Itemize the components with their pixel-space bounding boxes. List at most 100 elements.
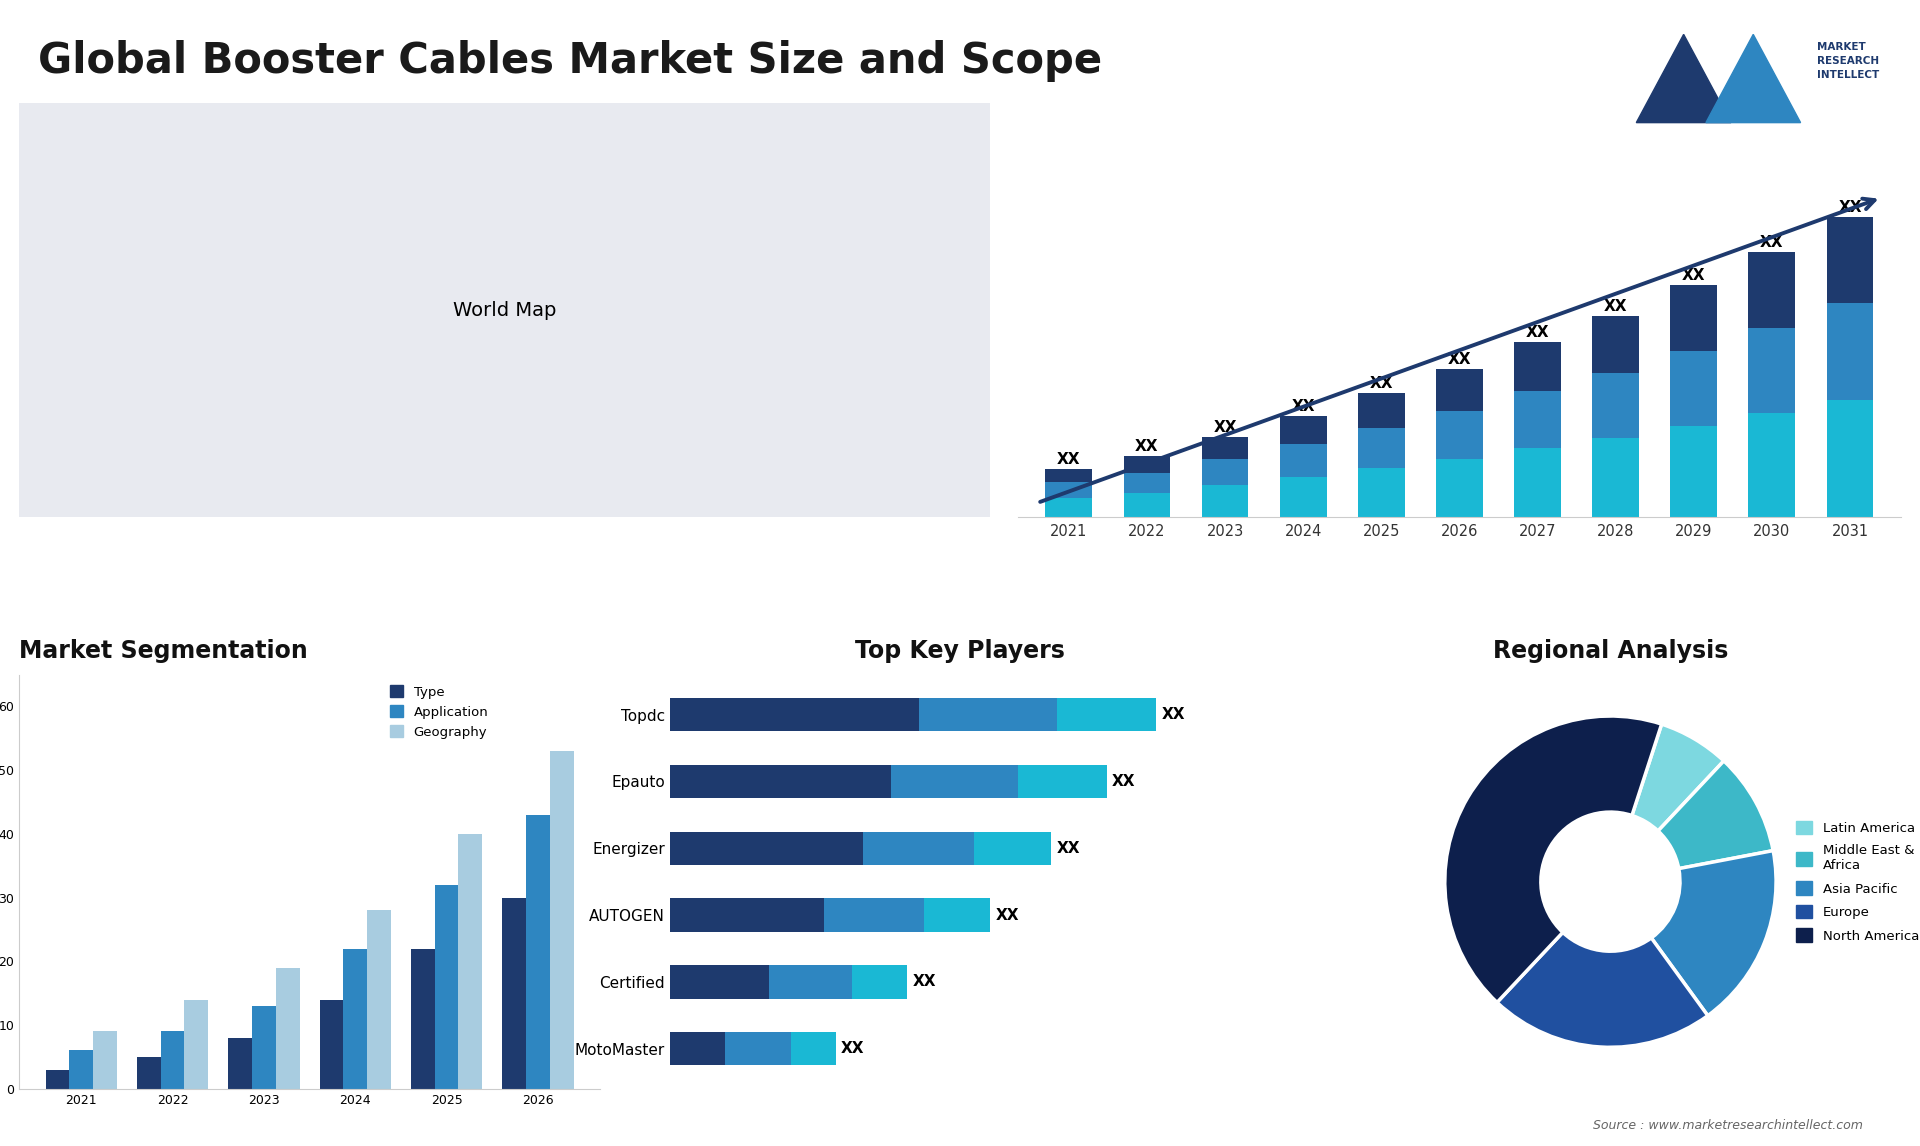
Bar (1436, 369, 1482, 410)
Bar (1123, 473, 1171, 493)
Bar (1044, 469, 1092, 482)
Text: Source : www.marketresearchintellect.com: Source : www.marketresearchintellect.com (1592, 1120, 1862, 1132)
Bar (670, 832, 864, 865)
Legend: Latin America, Middle East &
Africa, Asia Pacific, Europe, North America: Latin America, Middle East & Africa, Asi… (1791, 816, 1920, 948)
Bar (1826, 400, 1874, 517)
Bar (1018, 764, 1106, 798)
Text: XX: XX (1058, 453, 1081, 468)
Wedge shape (1632, 724, 1724, 831)
Bar (344, 949, 367, 1089)
Bar (411, 949, 434, 1089)
Wedge shape (1659, 761, 1774, 869)
Bar (46, 1069, 69, 1089)
Bar (726, 1031, 791, 1066)
Text: XX: XX (1526, 325, 1549, 340)
Text: XX: XX (914, 974, 937, 989)
Text: XX: XX (996, 908, 1020, 923)
Bar (924, 898, 991, 932)
Bar (549, 751, 574, 1089)
Polygon shape (1705, 34, 1801, 123)
Bar (434, 885, 459, 1089)
Title: Top Key Players: Top Key Players (854, 639, 1066, 662)
Bar (228, 1038, 252, 1089)
Bar (503, 897, 526, 1089)
Wedge shape (1444, 716, 1661, 1003)
Bar (1202, 485, 1248, 517)
Bar (319, 999, 344, 1089)
Bar (864, 832, 973, 865)
Bar (161, 1031, 184, 1089)
Bar (1202, 458, 1248, 485)
Bar (770, 965, 852, 998)
Bar (1826, 303, 1874, 400)
Bar (1123, 493, 1171, 517)
Text: World Map: World Map (453, 300, 557, 320)
Bar (891, 764, 1018, 798)
Text: Market Segmentation: Market Segmentation (19, 639, 307, 662)
Wedge shape (1651, 850, 1776, 1015)
Text: XX: XX (1682, 268, 1705, 283)
Bar (1515, 391, 1561, 448)
Bar (670, 965, 770, 998)
Bar (791, 1031, 835, 1066)
Text: XX: XX (841, 1041, 864, 1057)
Text: Global Booster Cables Market Size and Scope: Global Booster Cables Market Size and Sc… (38, 40, 1102, 83)
Bar (1670, 426, 1716, 517)
Bar (252, 1006, 276, 1089)
Bar (1436, 410, 1482, 458)
Bar (852, 965, 908, 998)
Bar (1749, 414, 1795, 517)
Bar (1202, 437, 1248, 458)
Bar (1592, 374, 1640, 438)
Bar (1436, 458, 1482, 517)
Text: XX: XX (1761, 235, 1784, 250)
Text: XX: XX (1112, 774, 1135, 788)
Bar (1357, 468, 1405, 517)
Bar (1044, 482, 1092, 497)
Text: XX: XX (1369, 376, 1394, 391)
Polygon shape (1636, 34, 1732, 123)
Text: MARKET
RESEARCH
INTELLECT: MARKET RESEARCH INTELLECT (1816, 41, 1880, 80)
Bar (1749, 252, 1795, 328)
Text: XX: XX (1213, 419, 1236, 434)
Bar (136, 1057, 161, 1089)
Bar (1515, 448, 1561, 517)
Bar (526, 815, 549, 1089)
Bar (918, 698, 1056, 731)
Bar (670, 1031, 726, 1066)
Text: XX: XX (1292, 399, 1315, 414)
Bar (69, 1051, 92, 1089)
Bar (1123, 456, 1171, 473)
Bar (184, 999, 207, 1089)
Bar (1515, 342, 1561, 391)
Bar (1592, 316, 1640, 374)
Bar (670, 898, 824, 932)
Bar (1592, 438, 1640, 517)
Bar (670, 764, 891, 798)
Text: XX: XX (1448, 352, 1471, 367)
Text: XX: XX (1603, 299, 1628, 314)
Bar (1749, 328, 1795, 414)
Bar (276, 967, 300, 1089)
Wedge shape (1498, 933, 1707, 1047)
Bar (367, 910, 392, 1089)
Text: XX: XX (1162, 707, 1185, 722)
Text: XX: XX (1837, 201, 1862, 215)
Title: Regional Analysis: Regional Analysis (1492, 639, 1728, 662)
Bar (1281, 445, 1327, 477)
Bar (1281, 477, 1327, 517)
Bar (670, 698, 918, 731)
Bar (459, 834, 482, 1089)
Bar (973, 832, 1052, 865)
Bar (824, 898, 924, 932)
Bar (1826, 218, 1874, 303)
Bar (1044, 497, 1092, 517)
Text: XX: XX (1056, 841, 1081, 856)
Legend: Type, Application, Geography: Type, Application, Geography (386, 681, 492, 743)
Bar (1670, 351, 1716, 426)
Text: XX: XX (1135, 439, 1158, 454)
Bar (92, 1031, 117, 1089)
Bar (1670, 284, 1716, 351)
Bar (1357, 427, 1405, 468)
Bar (1281, 416, 1327, 445)
